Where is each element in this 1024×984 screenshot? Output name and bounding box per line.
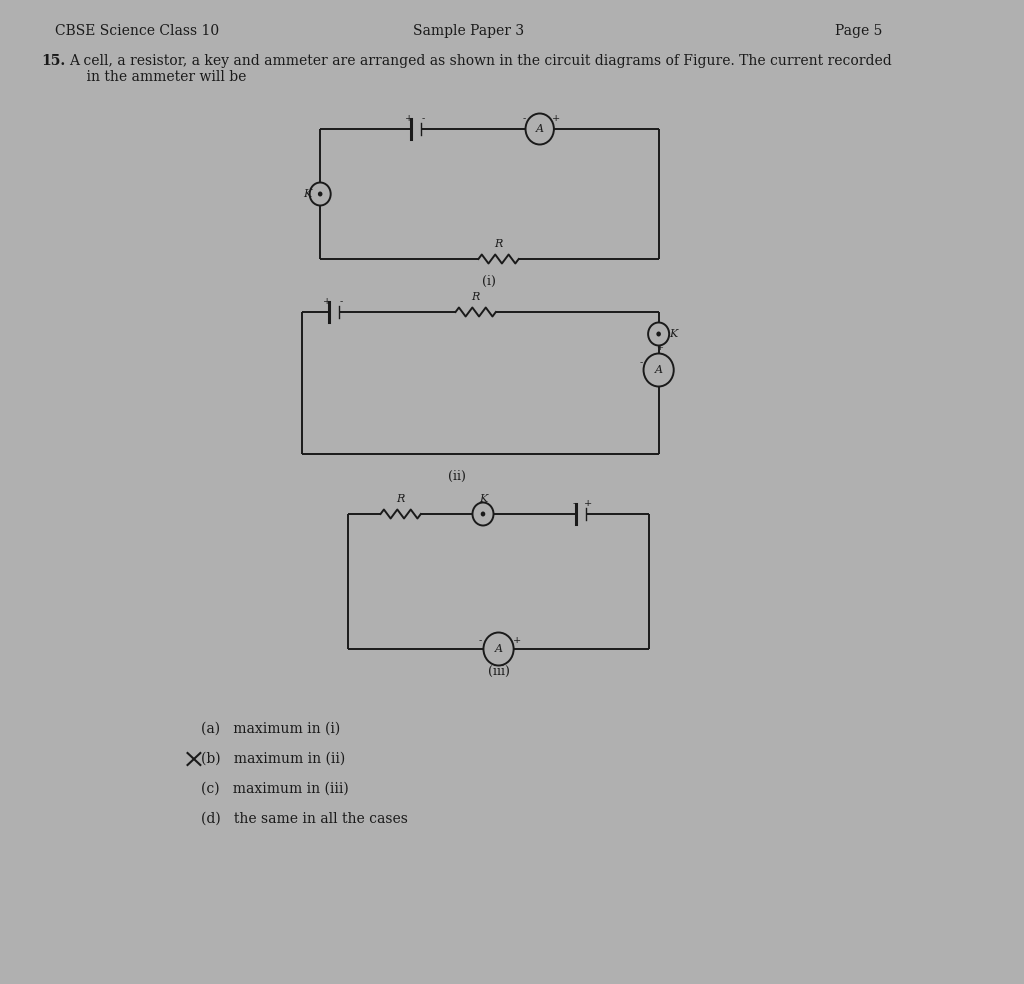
Text: A: A <box>536 124 544 134</box>
Text: +: + <box>513 636 521 645</box>
Text: +: + <box>323 297 331 306</box>
Text: CBSE Science Class 10: CBSE Science Class 10 <box>55 24 219 38</box>
Text: (b)   maximum in (ii): (b) maximum in (ii) <box>202 752 345 766</box>
Text: +: + <box>584 499 592 508</box>
Circle shape <box>480 512 485 517</box>
Circle shape <box>656 332 660 337</box>
Text: +: + <box>656 344 663 352</box>
Text: (d)   the same in all the cases: (d) the same in all the cases <box>202 812 409 826</box>
Text: A: A <box>495 644 503 654</box>
Text: (ii): (ii) <box>449 470 466 483</box>
Text: -: - <box>422 114 425 123</box>
Text: +: + <box>406 114 414 123</box>
Text: Sample Paper 3: Sample Paper 3 <box>413 24 524 38</box>
Text: -: - <box>640 358 643 367</box>
Text: (a)   maximum in (i): (a) maximum in (i) <box>202 722 341 736</box>
Text: A cell, a resistor, a key and ammeter are arranged as shown in the circuit diagr: A cell, a resistor, a key and ammeter ar… <box>69 54 891 85</box>
Text: -: - <box>572 499 575 508</box>
Text: R: R <box>471 292 480 302</box>
Text: (i): (i) <box>482 275 497 288</box>
Text: -: - <box>522 114 525 123</box>
Text: A: A <box>654 365 663 375</box>
Text: R: R <box>396 494 404 504</box>
Text: (c)   maximum in (iii): (c) maximum in (iii) <box>202 782 349 796</box>
Text: R: R <box>495 239 503 249</box>
Text: Page 5: Page 5 <box>836 24 883 38</box>
Text: -: - <box>339 297 342 306</box>
Text: K: K <box>479 494 487 504</box>
Text: (iii): (iii) <box>487 665 510 678</box>
Text: K: K <box>303 189 311 199</box>
Text: +: + <box>552 114 560 123</box>
Text: -: - <box>478 636 482 645</box>
Text: 15.: 15. <box>41 54 66 68</box>
Circle shape <box>317 192 323 197</box>
Text: K: K <box>670 329 678 339</box>
